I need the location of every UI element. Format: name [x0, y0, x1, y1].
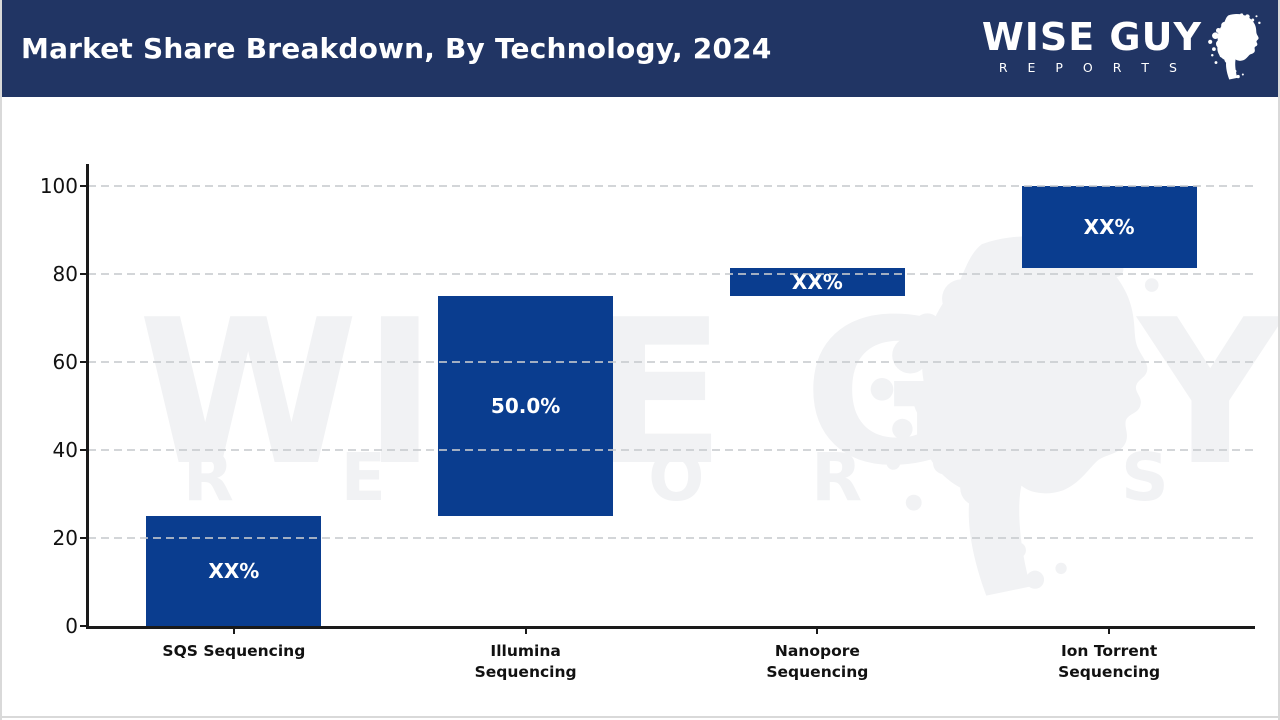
y-tick-mark — [80, 185, 88, 187]
y-tick-label: 0 — [65, 614, 78, 638]
wiseguy-face-icon — [1204, 6, 1266, 86]
x-tick-label: SQS Sequencing — [162, 642, 306, 660]
chart-area: WISE GUY R E P O R T S 0 20 40 60 80 100 XX% SQ… — [0, 97, 1280, 720]
y-tick-mark — [80, 537, 88, 539]
page-title: Market Share Breakdown, By Technology, 2… — [21, 32, 772, 65]
x-tick-label: Ion Torrent Sequencing — [1058, 642, 1161, 681]
wiseguy-logo: WISE GUY R E P O R T S — [982, 6, 1266, 86]
header-bar: Market Share Breakdown, By Technology, 2… — [0, 0, 1280, 97]
y-axis-spine — [86, 164, 89, 628]
bottom-border-line — [0, 716, 1280, 718]
x-tick-mark — [232, 626, 235, 634]
gridline — [88, 185, 1255, 187]
logo-wordmark: WISE GUY — [981, 15, 1202, 59]
x-tick-mark — [1108, 626, 1111, 634]
y-tick-mark — [80, 273, 88, 275]
bar-value-label: 50.0% — [490, 394, 561, 418]
bar-nanopore-sequencing: XX% — [729, 268, 905, 296]
gridline — [88, 361, 1255, 363]
gridline — [88, 449, 1255, 451]
y-tick-mark — [80, 625, 88, 627]
y-tick-label: 40 — [52, 438, 78, 462]
bar-illumina-sequencing: 50.0% — [438, 296, 614, 516]
logo-subtitle: R E P O R T S — [998, 60, 1185, 75]
gridline — [88, 273, 1255, 275]
bar-value-label: XX% — [1083, 215, 1135, 240]
y-tick-label: 60 — [52, 350, 78, 374]
y-tick-label: 100 — [39, 174, 78, 198]
y-tick-label: 80 — [52, 262, 78, 286]
x-axis-spine — [86, 626, 1255, 629]
x-tick-label: Illumina Sequencing — [474, 642, 577, 681]
x-tick-mark — [816, 626, 819, 634]
bar-sqs-sequencing: XX% — [146, 516, 322, 626]
gridline — [88, 537, 1255, 539]
y-tick-mark — [80, 361, 88, 363]
bar-value-label: XX% — [208, 559, 260, 583]
x-tick-mark — [524, 626, 527, 634]
plot-region: 0 20 40 60 80 100 XX% SQS Sequencing 50.0% Illumi… — [0, 97, 1280, 720]
bar-ion-torrent-sequencing: XX% — [1021, 186, 1197, 269]
x-tick-label: Nanopore Sequencing — [766, 642, 869, 681]
y-tick-mark — [80, 449, 88, 451]
y-tick-label: 20 — [52, 526, 78, 550]
logo-text: WISE GUY R E P O R T S — [982, 17, 1202, 75]
